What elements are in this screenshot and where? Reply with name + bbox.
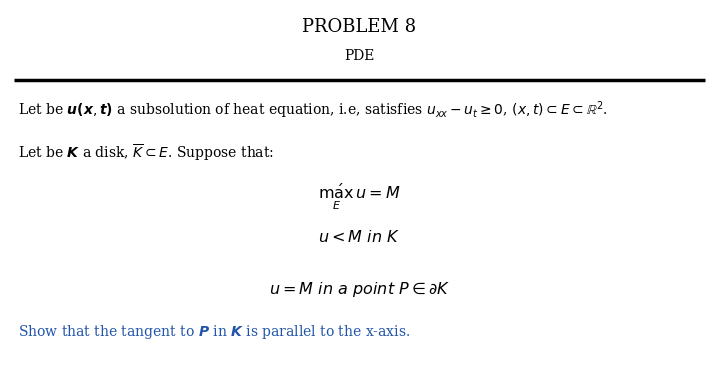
Text: PDE: PDE xyxy=(344,49,375,63)
Text: Show that the tangent to $\boldsymbol{P}$ in $\boldsymbol{K}$ is parallel to the: Show that the tangent to $\boldsymbol{P}… xyxy=(18,323,411,341)
Text: $u < M \ \mathit{in} \ K$: $u < M \ \mathit{in} \ K$ xyxy=(319,229,400,246)
Text: $\underset{E}{\mathrm{m\acute{a}x}}\, u = M$: $\underset{E}{\mathrm{m\acute{a}x}}\, u … xyxy=(319,182,400,212)
Text: $u = M \ \mathit{in} \ \mathit{a} \ \mathit{point} \ P \in \partial K$: $u = M \ \mathit{in} \ \mathit{a} \ \mat… xyxy=(269,280,450,299)
Text: PROBLEM 8: PROBLEM 8 xyxy=(303,18,416,36)
Text: Let be $\boldsymbol{K}$ a disk, $\overline{K} \subset E$. Suppose that:: Let be $\boldsymbol{K}$ a disk, $\overli… xyxy=(18,143,274,163)
Text: Let be $\boldsymbol{u(x,t)}$ a subsolution of heat equation, i.e, satisfies $u_{: Let be $\boldsymbol{u(x,t)}$ a subsoluti… xyxy=(18,100,608,121)
